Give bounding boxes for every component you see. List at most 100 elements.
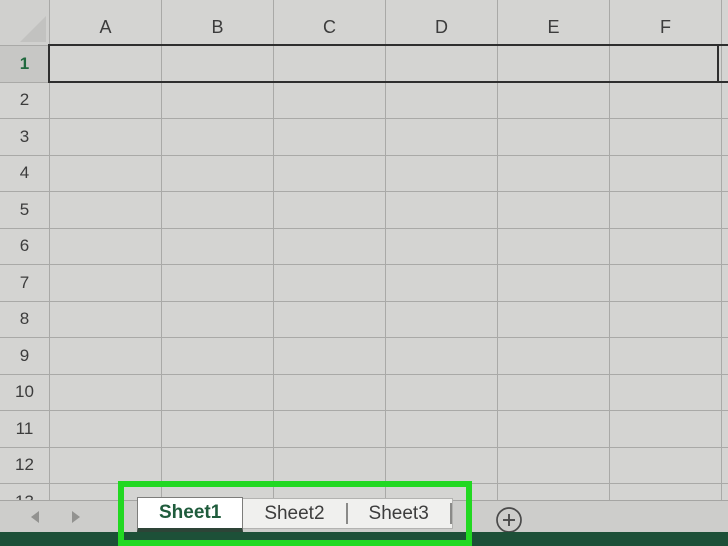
row-header-7[interactable]: 7 xyxy=(0,265,50,302)
add-sheet-button[interactable] xyxy=(495,506,523,534)
cell-c5[interactable] xyxy=(274,192,386,229)
row-header-5[interactable]: 5 xyxy=(0,192,50,229)
row-header-8[interactable]: 8 xyxy=(0,301,50,338)
tab-sheet2[interactable]: Sheet2 xyxy=(264,502,325,524)
cell-f4[interactable] xyxy=(610,155,722,192)
cell-a5[interactable] xyxy=(50,192,162,229)
cell-c9[interactable] xyxy=(274,338,386,375)
cell-d5[interactable] xyxy=(386,192,498,229)
column-header-f[interactable]: F xyxy=(610,0,722,46)
cell-e5[interactable] xyxy=(498,192,610,229)
column-header-d[interactable]: D xyxy=(386,0,498,46)
cell-d8[interactable] xyxy=(386,301,498,338)
cell-d11[interactable] xyxy=(386,411,498,448)
cell-f7[interactable] xyxy=(610,265,722,302)
cell-d4[interactable] xyxy=(386,155,498,192)
cell-f9[interactable] xyxy=(610,338,722,375)
cell-b9[interactable] xyxy=(162,338,274,375)
cell-c10[interactable] xyxy=(274,374,386,411)
row-header-4[interactable]: 4 xyxy=(0,155,50,192)
cell-e11[interactable] xyxy=(498,411,610,448)
cell-c12[interactable] xyxy=(274,447,386,484)
next-sheet-arrow-icon[interactable] xyxy=(72,511,80,523)
cell-d9[interactable] xyxy=(386,338,498,375)
cell-a12[interactable] xyxy=(50,447,162,484)
cell-a4[interactable] xyxy=(50,155,162,192)
cell-c1[interactable] xyxy=(274,46,386,83)
cell-f13[interactable] xyxy=(610,484,722,500)
cell-f3[interactable] xyxy=(610,119,722,156)
cell-c3[interactable] xyxy=(274,119,386,156)
cell-d10[interactable] xyxy=(386,374,498,411)
cell-f8[interactable] xyxy=(610,301,722,338)
row-header-12[interactable]: 12 xyxy=(0,447,50,484)
cell-b8[interactable] xyxy=(162,301,274,338)
cell-b7[interactable] xyxy=(162,265,274,302)
tab-sheet3[interactable]: Sheet3 xyxy=(368,502,429,524)
cell-f5[interactable] xyxy=(610,192,722,229)
cell-f10[interactable] xyxy=(610,374,722,411)
cell-b10[interactable] xyxy=(162,374,274,411)
cell-f12[interactable] xyxy=(610,447,722,484)
row-header-13[interactable]: 13 xyxy=(0,484,50,500)
cell-d3[interactable] xyxy=(386,119,498,156)
cell-a3[interactable] xyxy=(50,119,162,156)
cell-e4[interactable] xyxy=(498,155,610,192)
cell-b5[interactable] xyxy=(162,192,274,229)
cell-a13[interactable] xyxy=(50,484,162,500)
cell-d1[interactable] xyxy=(386,46,498,83)
cell-e1[interactable] xyxy=(498,46,610,83)
column-header-a[interactable]: A xyxy=(50,0,162,46)
select-all-corner[interactable] xyxy=(0,0,50,46)
row-header-9[interactable]: 9 xyxy=(0,338,50,375)
cell-e3[interactable] xyxy=(498,119,610,156)
cell-f11[interactable] xyxy=(610,411,722,448)
cell-f6[interactable] xyxy=(610,228,722,265)
cell-d12[interactable] xyxy=(386,447,498,484)
cell-e13[interactable] xyxy=(498,484,610,500)
cell-a2[interactable] xyxy=(50,82,162,119)
cell-c13[interactable] xyxy=(274,484,386,500)
cell-e6[interactable] xyxy=(498,228,610,265)
prev-sheet-arrow-icon[interactable] xyxy=(31,511,39,523)
cell-a10[interactable] xyxy=(50,374,162,411)
row-header-1[interactable]: 1 xyxy=(0,46,50,83)
row-header-2[interactable]: 2 xyxy=(0,82,50,119)
cell-c4[interactable] xyxy=(274,155,386,192)
cell-c8[interactable] xyxy=(274,301,386,338)
cell-e10[interactable] xyxy=(498,374,610,411)
cell-d2[interactable] xyxy=(386,82,498,119)
cell-a1[interactable] xyxy=(50,46,162,83)
cell-f2[interactable] xyxy=(610,82,722,119)
cell-b11[interactable] xyxy=(162,411,274,448)
row-header-10[interactable]: 10 xyxy=(0,374,50,411)
column-header-b[interactable]: B xyxy=(162,0,274,46)
cell-c7[interactable] xyxy=(274,265,386,302)
cell-b13[interactable] xyxy=(162,484,274,500)
row-header-6[interactable]: 6 xyxy=(0,228,50,265)
cell-d7[interactable] xyxy=(386,265,498,302)
cell-c6[interactable] xyxy=(274,228,386,265)
cell-d6[interactable] xyxy=(386,228,498,265)
cell-e2[interactable] xyxy=(498,82,610,119)
row-header-11[interactable]: 11 xyxy=(0,411,50,448)
cell-e9[interactable] xyxy=(498,338,610,375)
cell-e12[interactable] xyxy=(498,447,610,484)
cell-b12[interactable] xyxy=(162,447,274,484)
cell-f1[interactable] xyxy=(610,46,722,83)
cell-e8[interactable] xyxy=(498,301,610,338)
cell-a7[interactable] xyxy=(50,265,162,302)
cell-b3[interactable] xyxy=(162,119,274,156)
cell-a6[interactable] xyxy=(50,228,162,265)
tab-sheet1[interactable]: Sheet1 xyxy=(137,497,244,532)
column-header-e[interactable]: E xyxy=(498,0,610,46)
cell-a8[interactable] xyxy=(50,301,162,338)
row-header-3[interactable]: 3 xyxy=(0,119,50,156)
column-header-c[interactable]: C xyxy=(274,0,386,46)
cell-b4[interactable] xyxy=(162,155,274,192)
cell-c2[interactable] xyxy=(274,82,386,119)
cell-c11[interactable] xyxy=(274,411,386,448)
cell-b1[interactable] xyxy=(162,46,274,83)
cell-a11[interactable] xyxy=(50,411,162,448)
cell-a9[interactable] xyxy=(50,338,162,375)
